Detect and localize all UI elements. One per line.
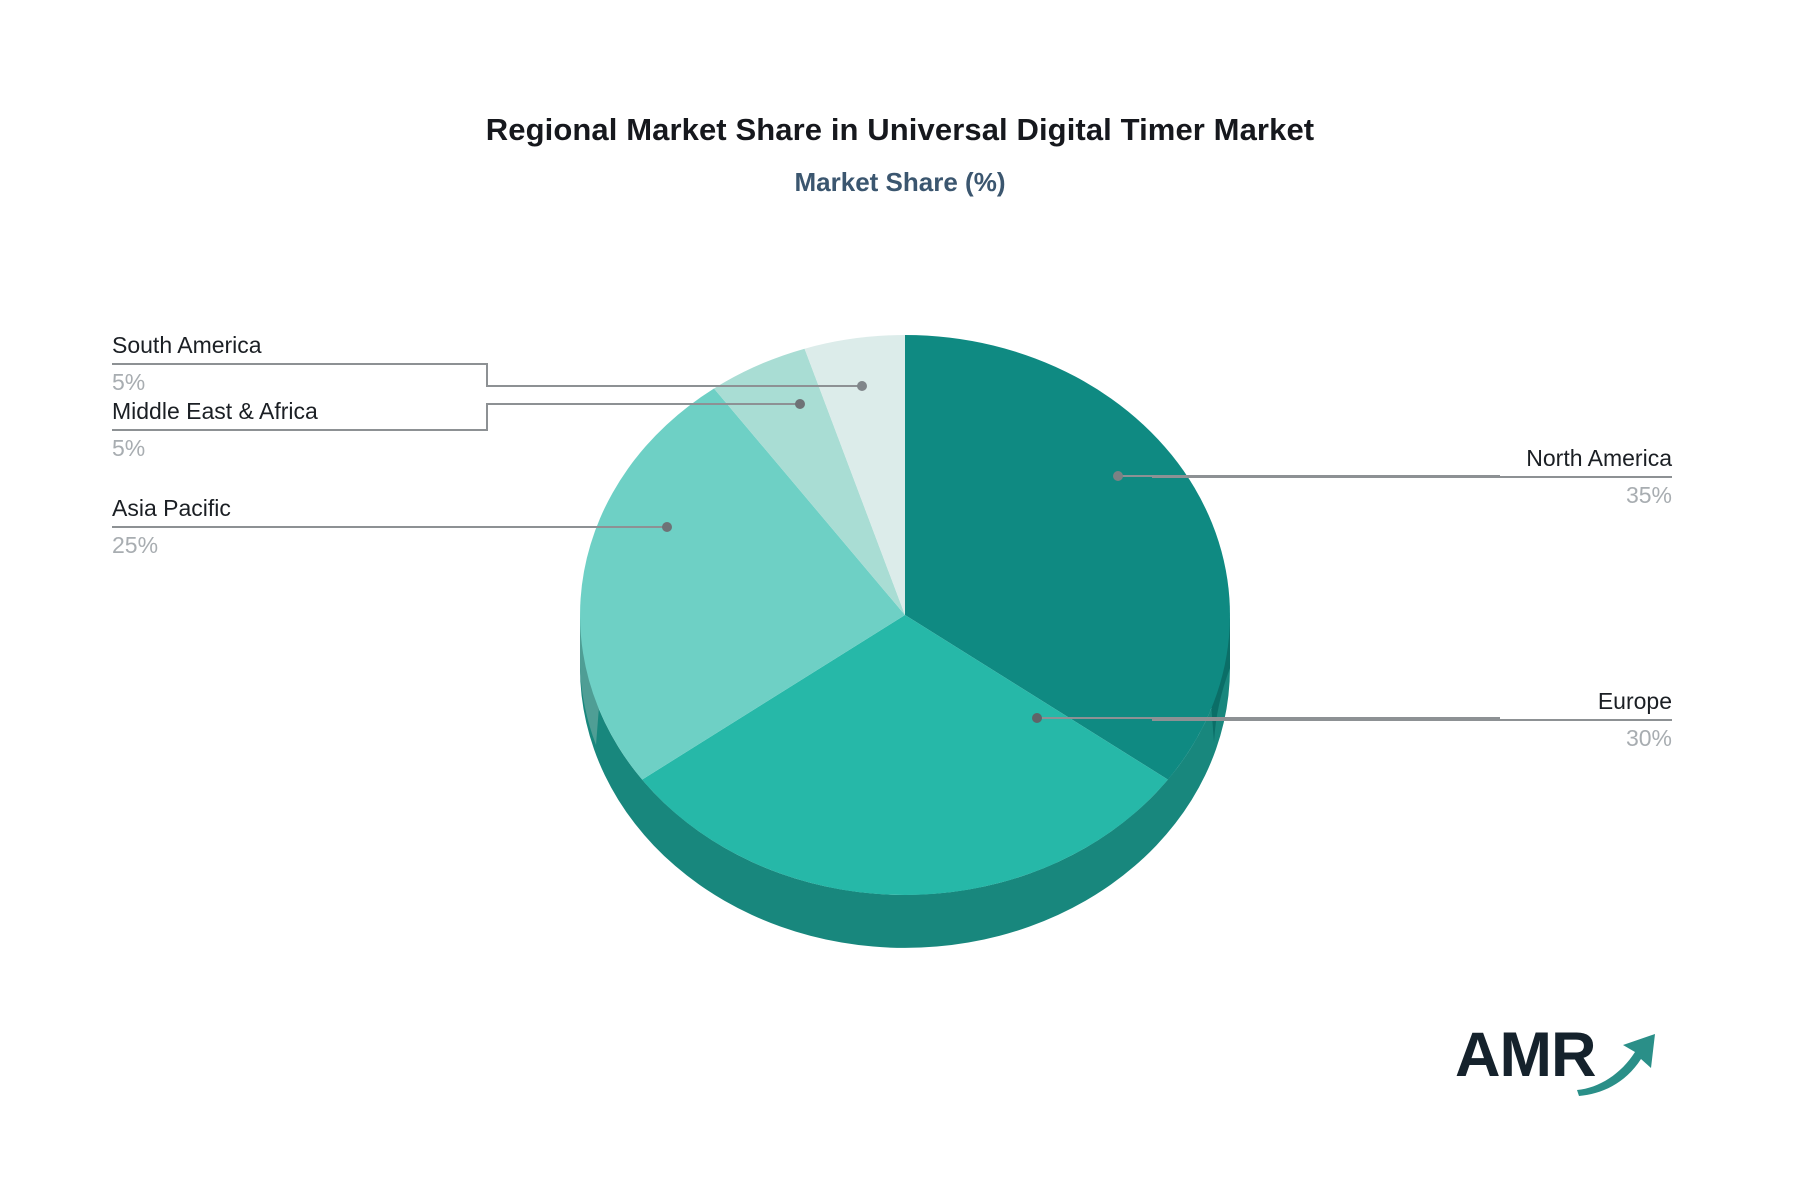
chart-title: Regional Market Share in Universal Digit… — [485, 112, 1315, 147]
callout-north-america[interactable]: North America 35% — [1152, 443, 1672, 510]
amr-logo: AMR — [1455, 1020, 1655, 1110]
growth-arrow-icon — [1577, 1034, 1655, 1096]
leader-dot-south-america — [857, 381, 867, 391]
callout-north-america-rule — [1152, 476, 1672, 478]
callout-south-america-value: 5% — [112, 369, 146, 395]
leader-dot-middle-east-africa — [795, 399, 805, 409]
callout-north-america-value: 35% — [1625, 482, 1672, 508]
callout-asia-pacific-rule — [112, 526, 572, 528]
amr-wordmark: AMR — [1455, 1020, 1596, 1090]
callout-europe[interactable]: Europe 30% — [1152, 686, 1672, 753]
callout-europe-value: 30% — [1625, 725, 1672, 751]
leader-dot-asia-pacific — [662, 522, 672, 532]
leader-dots — [662, 381, 1123, 723]
leader-dot-europe — [1032, 713, 1042, 723]
callout-middle-east-africa-value: 5% — [112, 435, 146, 461]
callout-south-america-rule — [112, 363, 487, 365]
pie-slice-south-america[interactable] — [804, 335, 905, 615]
pie-slice-middle-east-africa[interactable] — [714, 348, 905, 615]
callout-asia-pacific[interactable]: Asia Pacific 25% — [112, 493, 572, 560]
pie-slice-asia-pacific[interactable] — [580, 388, 905, 780]
callout-north-america-name: North America — [1526, 445, 1672, 471]
callout-europe-rule — [1152, 719, 1672, 721]
callout-asia-pacific-name: Asia Pacific — [112, 495, 231, 521]
pie-slice-north-america[interactable] — [905, 335, 1230, 780]
pie-slice-europe[interactable] — [642, 615, 1168, 895]
callout-asia-pacific-value: 25% — [112, 532, 159, 558]
callout-south-america-name: South America — [112, 332, 262, 358]
leader-dot-north-america — [1113, 471, 1123, 481]
chart-subtitle: Market Share (%) — [794, 167, 1006, 197]
pie-slices — [580, 335, 1230, 895]
callout-europe-name: Europe — [1597, 688, 1672, 714]
callout-south-america[interactable]: South America 5% — [112, 330, 487, 397]
callout-middle-east-africa-rule — [112, 429, 487, 431]
callout-middle-east-africa-name: Middle East & Africa — [112, 398, 318, 424]
callout-middle-east-africa[interactable]: Middle East & Africa 5% — [112, 396, 487, 463]
